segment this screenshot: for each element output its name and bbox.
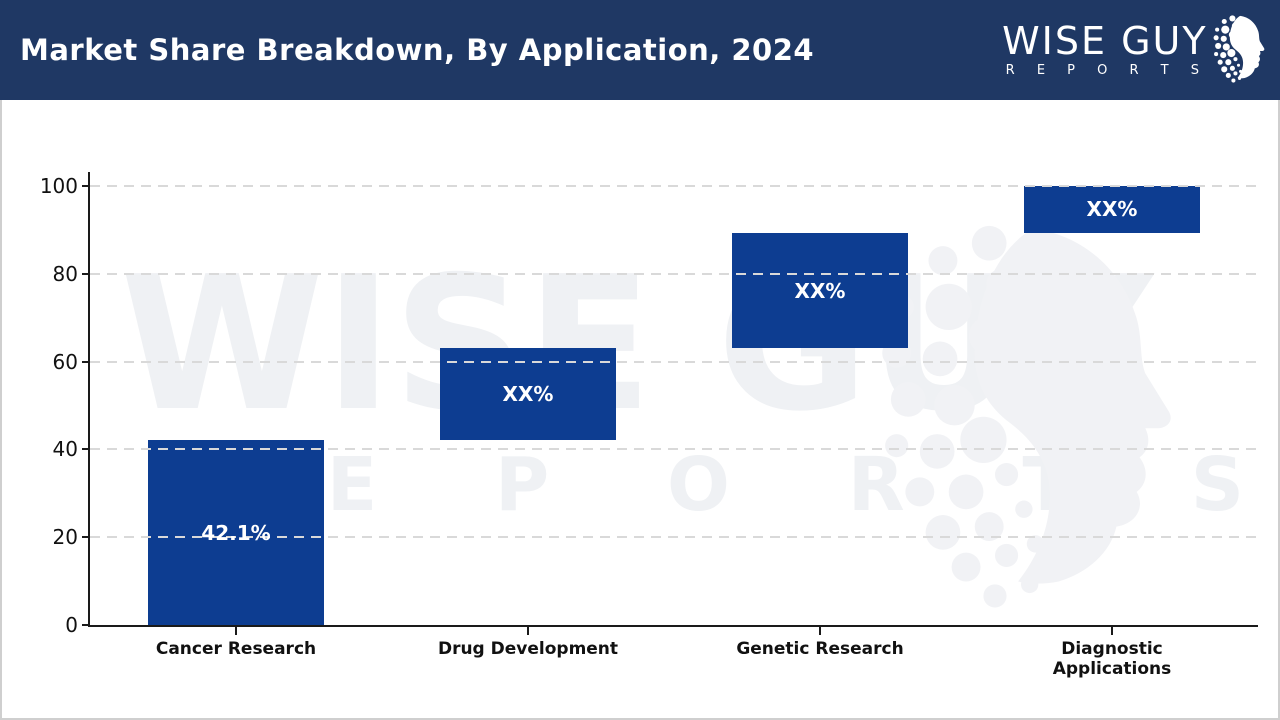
x-category-label: Drug Development [437, 639, 619, 659]
y-tick-mark [82, 360, 90, 363]
y-axis-line [88, 172, 90, 627]
bar-value-label: XX% [502, 382, 554, 407]
y-tick-mark [82, 272, 90, 275]
y-tick-label: 0 [65, 613, 78, 637]
gridline [90, 448, 1258, 451]
x-category-label: Cancer Research [155, 639, 317, 659]
gridline [90, 536, 1258, 539]
x-category-label: Diagnostic Applications [1052, 639, 1172, 680]
logo-wordmark: WISE GUY [1002, 19, 1208, 63]
chart-area: WISE GUY R E P O R T S 0 20 [0, 100, 1280, 720]
x-tick-mark [527, 627, 529, 635]
bar-value-label: XX% [794, 278, 846, 303]
y-tick-label: 80 [52, 261, 78, 286]
y-tick-mark [82, 624, 90, 626]
y-tick-label: 100 [39, 174, 78, 198]
x-tick-mark [819, 627, 821, 635]
y-tick-label: 60 [52, 349, 78, 374]
plot: 0 20 40 60 80 100 42.1% Cancer Research XX% Drug … [2, 100, 1278, 718]
y-tick-mark [82, 448, 90, 451]
x-tick-mark [235, 627, 237, 635]
page-title: Market Share Breakdown, By Application, … [20, 33, 815, 67]
bar-segment [1024, 186, 1200, 233]
y-tick-mark [82, 536, 90, 539]
x-axis-line [88, 625, 1258, 627]
logo-head-icon [1213, 15, 1265, 83]
wiseguy-logo: WISE GUY R E P O R T S [1002, 12, 1266, 88]
logo-subtext: R E P O R T S [1005, 63, 1208, 78]
header-bar: Market Share Breakdown, By Application, … [0, 0, 1280, 100]
x-category-label: Genetic Research [736, 639, 904, 659]
logo-text: WISE GUY R E P O R T S [1002, 22, 1208, 78]
bar-value-label: 42.1% [201, 520, 271, 545]
y-tick-label: 40 [52, 437, 78, 462]
bar-segment [732, 232, 908, 349]
x-tick-mark [1111, 627, 1113, 635]
bar-segment [148, 440, 324, 625]
bar-value-label: XX% [1086, 197, 1138, 222]
gridline [90, 360, 1258, 363]
gridline [90, 185, 1258, 187]
y-tick-label: 20 [52, 525, 78, 550]
y-tick-mark [82, 185, 90, 187]
bar-segment [440, 348, 616, 441]
gridline [90, 272, 1258, 275]
